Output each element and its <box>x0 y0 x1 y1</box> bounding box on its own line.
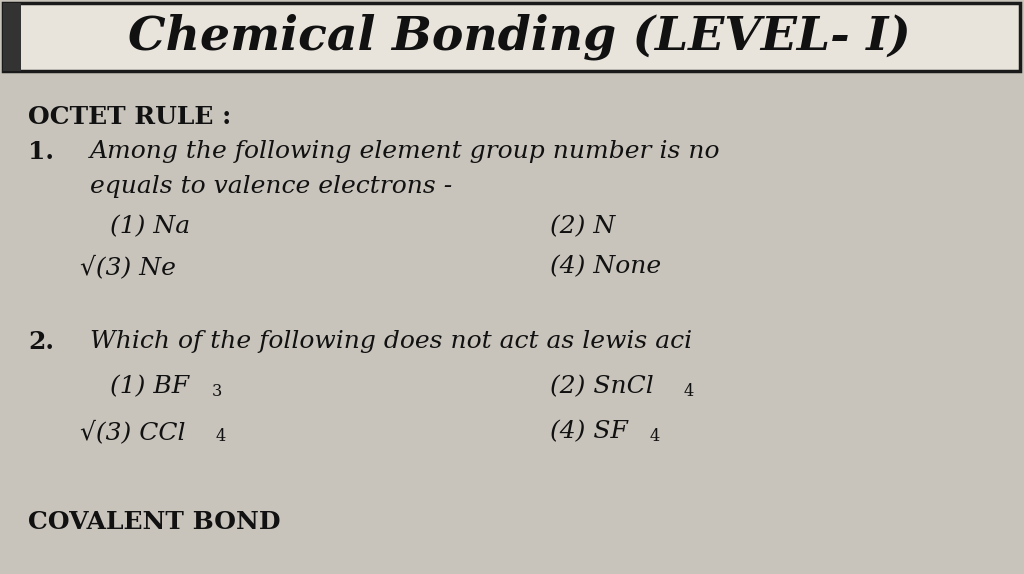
Text: (1) Na: (1) Na <box>110 215 190 238</box>
Text: 4: 4 <box>650 428 660 445</box>
Text: (2) SnCl: (2) SnCl <box>550 375 653 398</box>
Text: (4) SF: (4) SF <box>550 420 628 443</box>
Text: 4: 4 <box>683 383 693 400</box>
Text: (2) N: (2) N <box>550 215 614 238</box>
Text: (4) None: (4) None <box>550 255 660 278</box>
Text: 3: 3 <box>212 383 222 400</box>
Text: equals to valence electrons -: equals to valence electrons - <box>90 175 453 198</box>
Text: 4: 4 <box>216 428 226 445</box>
Text: Among the following element group number is no: Among the following element group number… <box>90 140 721 163</box>
Text: √(3) Ne: √(3) Ne <box>80 255 176 279</box>
Text: 2.: 2. <box>28 330 54 354</box>
Text: COVALENT BOND: COVALENT BOND <box>28 510 281 534</box>
Text: 1.: 1. <box>28 140 54 164</box>
Text: Which of the following does not act as lewis aci: Which of the following does not act as l… <box>90 330 692 353</box>
Text: Chemical Bonding (LEVEL- I): Chemical Bonding (LEVEL- I) <box>128 14 911 60</box>
Bar <box>3 3 1020 71</box>
Bar <box>3 3 20 71</box>
Text: OCTET RULE :: OCTET RULE : <box>28 105 231 129</box>
Text: √(3) CCl: √(3) CCl <box>80 420 185 444</box>
Text: (1) BF: (1) BF <box>110 375 189 398</box>
